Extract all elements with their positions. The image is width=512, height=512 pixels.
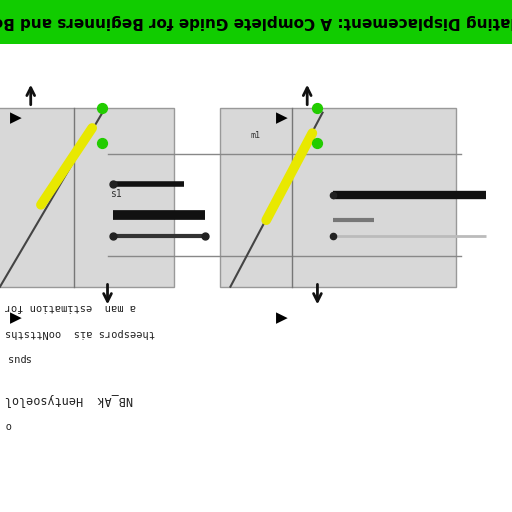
- Point: [313, 139, 322, 147]
- Text: ▶: ▶: [276, 110, 287, 125]
- Point: [98, 103, 106, 112]
- Text: ▶: ▶: [10, 310, 21, 325]
- Point: [313, 103, 322, 112]
- Text: m1: m1: [251, 131, 261, 140]
- Point: [98, 139, 106, 147]
- Point: [109, 180, 117, 188]
- Text: s1: s1: [110, 189, 122, 199]
- Point: [329, 190, 337, 199]
- Text: a man  estimation for: a man estimation for: [5, 302, 136, 312]
- Text: Calculating Displacement: A Complete Guide for Beginners and Beyond: Calculating Displacement: A Complete Gui…: [0, 14, 512, 29]
- Bar: [0, 108, 174, 287]
- Bar: [0, 0, 512, 44]
- Text: ▶: ▶: [276, 310, 287, 325]
- Point: [109, 231, 117, 240]
- Point: [329, 231, 337, 240]
- Text: theespors ais  ooNttsths: theespors ais ooNttsths: [5, 328, 155, 338]
- Bar: [220, 108, 456, 287]
- Text: spus: spus: [5, 353, 30, 364]
- Point: [201, 231, 209, 240]
- Text: o: o: [5, 420, 11, 430]
- Text: NB_Ak  Hentysoelol: NB_Ak Hentysoelol: [5, 393, 133, 406]
- Text: ▶: ▶: [10, 110, 21, 125]
